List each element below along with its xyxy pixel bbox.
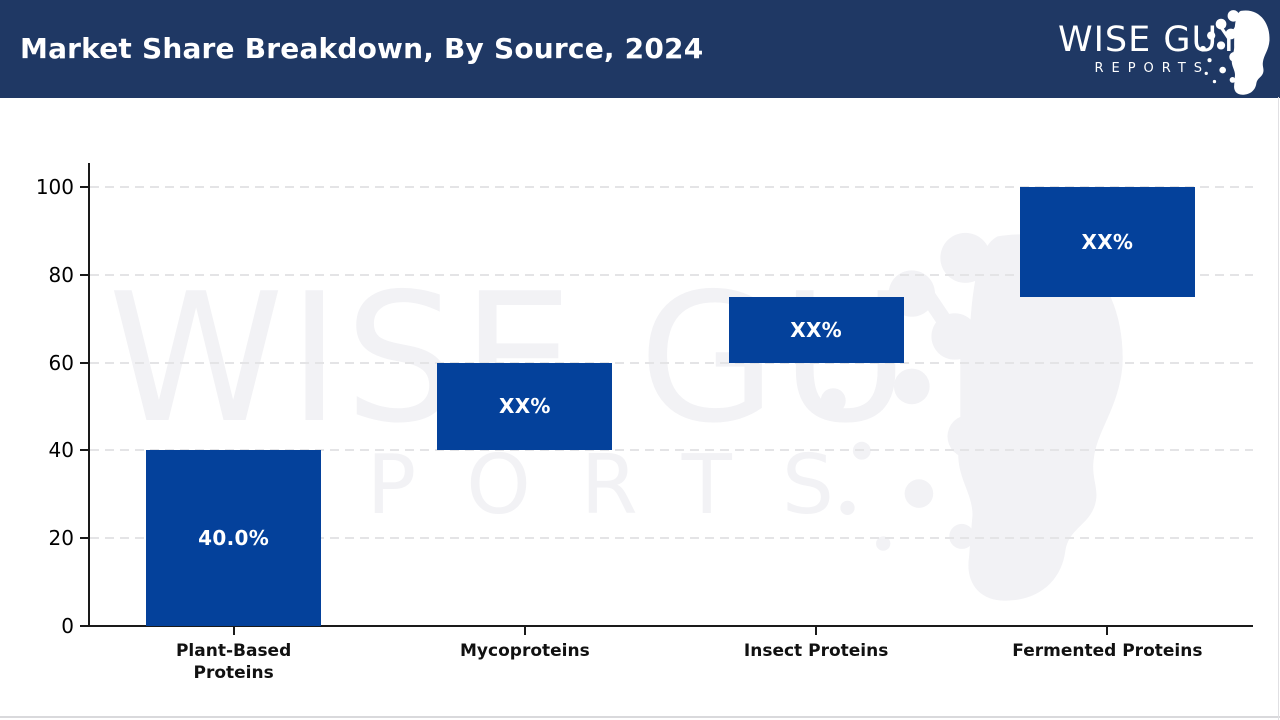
x-axis-tick <box>523 627 526 635</box>
x-axis-tick <box>815 627 818 635</box>
y-tick-label: 40 <box>48 438 74 463</box>
wise-guy-logo: WISE GUY REPORTS <box>1022 4 1272 96</box>
y-tick-label: 20 <box>48 526 74 551</box>
y-axis <box>88 163 90 627</box>
x-tick-label: Mycoproteins <box>460 641 590 661</box>
y-axis-tick <box>80 625 88 627</box>
header-bar: Market Share Breakdown, By Source, 2024 … <box>0 0 1280 98</box>
gridline <box>90 186 1253 188</box>
logo-subtitle: REPORTS <box>1094 61 1211 76</box>
bar: XX% <box>728 296 904 363</box>
y-tick-label: 100 <box>35 175 74 199</box>
bar: 40.0% <box>146 450 322 626</box>
y-axis-tick <box>80 273 88 276</box>
y-axis-tick <box>80 186 88 188</box>
x-axis <box>88 625 1253 627</box>
bar-value-label: 40.0% <box>198 526 270 551</box>
gridline <box>90 273 1253 276</box>
bar-value-label: XX% <box>790 317 843 342</box>
y-axis-tick <box>80 537 88 540</box>
x-tick-label: Fermented Proteins <box>1012 641 1203 661</box>
x-tick-label: Plant-Based Proteins <box>175 641 292 683</box>
y-tick-label: 80 <box>48 262 74 287</box>
bar-value-label: XX% <box>1081 229 1134 254</box>
logo-wordmark: WISE GUY <box>1058 20 1241 60</box>
x-axis-tick <box>232 627 235 635</box>
page-title: Market Share Breakdown, By Source, 2024 <box>20 32 704 65</box>
logo-face-icon <box>1200 10 1270 95</box>
bar: XX% <box>1019 187 1195 297</box>
bar: XX% <box>437 362 613 451</box>
y-tick-label: 60 <box>48 350 74 375</box>
bottom-border <box>0 716 1280 718</box>
watermark-face-icon <box>820 232 1123 601</box>
y-axis-tick <box>80 449 88 452</box>
right-border <box>1278 97 1279 720</box>
y-axis-tick <box>80 361 88 364</box>
gridline <box>90 537 1253 540</box>
y-tick-label: 0 <box>61 614 74 638</box>
logo-text: WISE GUY REPORTS <box>1058 22 1241 76</box>
x-tick-label: Insect Proteins <box>743 641 889 661</box>
bar-value-label: XX% <box>498 394 551 419</box>
x-axis-tick <box>1106 627 1109 635</box>
gridline <box>90 361 1253 364</box>
gridline <box>90 449 1253 452</box>
